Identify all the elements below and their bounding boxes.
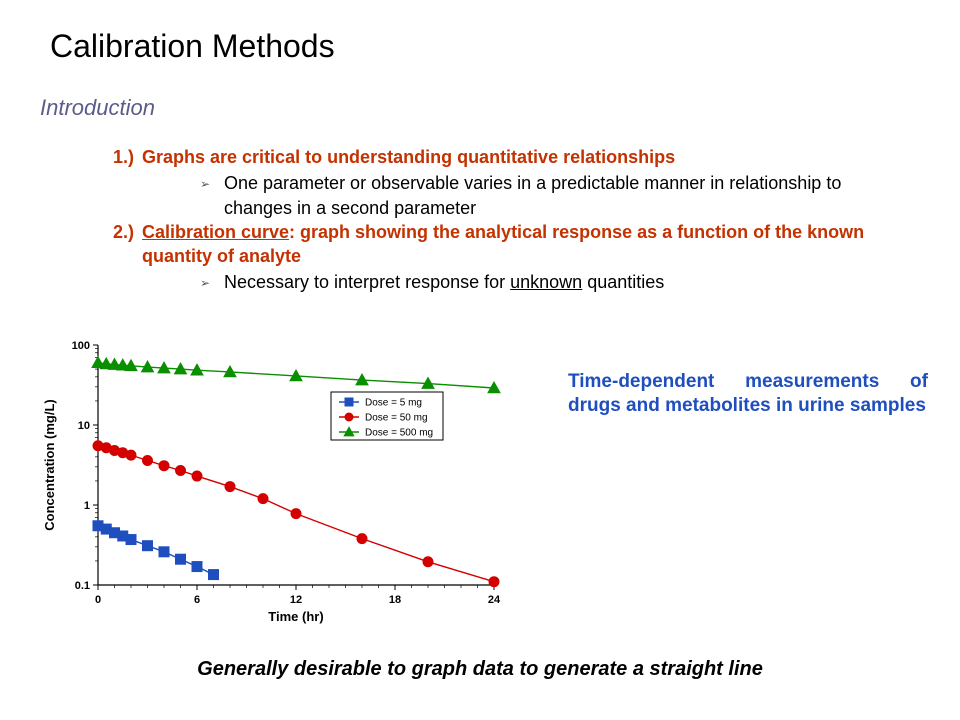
underlined-term: unknown (510, 272, 582, 292)
page-title: Calibration Methods (50, 28, 335, 65)
svg-text:Time (hr): Time (hr) (268, 609, 323, 624)
svg-text:18: 18 (389, 594, 401, 606)
svg-text:10: 10 (78, 420, 90, 432)
subitem-text: One parameter or observable varies in a … (224, 171, 870, 220)
svg-text:Concentration (mg/L): Concentration (mg/L) (42, 399, 57, 530)
chart-caption: Time-dependent measurements of drugs and… (568, 370, 928, 418)
svg-text:1: 1 (84, 500, 90, 512)
bullet-arrow-icon: ➢ (200, 171, 224, 220)
outline-item-1: 1.) Graphs are critical to understanding… (100, 145, 870, 169)
svg-text:0.1: 0.1 (75, 580, 90, 592)
concentration-time-chart: 0.1 1 10 100 0 6 12 18 24 Time (hr) Concentration … (36, 335, 506, 625)
outline-list: 1.) Graphs are critical to understanding… (100, 145, 870, 295)
item-number: 1.) (100, 145, 142, 169)
outline-subitem: ➢ One parameter or observable varies in … (100, 171, 870, 220)
svg-text:0: 0 (95, 594, 101, 606)
svg-text:12: 12 (290, 594, 302, 606)
section-subtitle: Introduction (40, 95, 155, 121)
svg-text:24: 24 (488, 594, 501, 606)
bullet-arrow-icon: ➢ (200, 270, 224, 294)
outline-subitem: ➢ Necessary to interpret response for un… (100, 270, 870, 294)
svg-text:100: 100 (72, 340, 90, 352)
svg-text:Dose = 50 mg: Dose = 50 mg (365, 413, 428, 424)
outline-item-2: 2.) Calibration curve: graph showing the… (100, 220, 870, 269)
item-number: 2.) (100, 220, 142, 269)
underlined-term: Calibration curve (142, 222, 289, 242)
subitem-text: Necessary to interpret response for unkn… (224, 270, 664, 294)
bottom-note: Generally desirable to graph data to gen… (0, 658, 960, 681)
item-text: Calibration curve: graph showing the ana… (142, 220, 870, 269)
svg-text:Dose = 500 mg: Dose = 500 mg (365, 428, 433, 439)
item-text: Graphs are critical to understanding qua… (142, 145, 675, 169)
svg-text:Dose = 5 mg: Dose = 5 mg (365, 398, 422, 409)
svg-text:6: 6 (194, 594, 200, 606)
